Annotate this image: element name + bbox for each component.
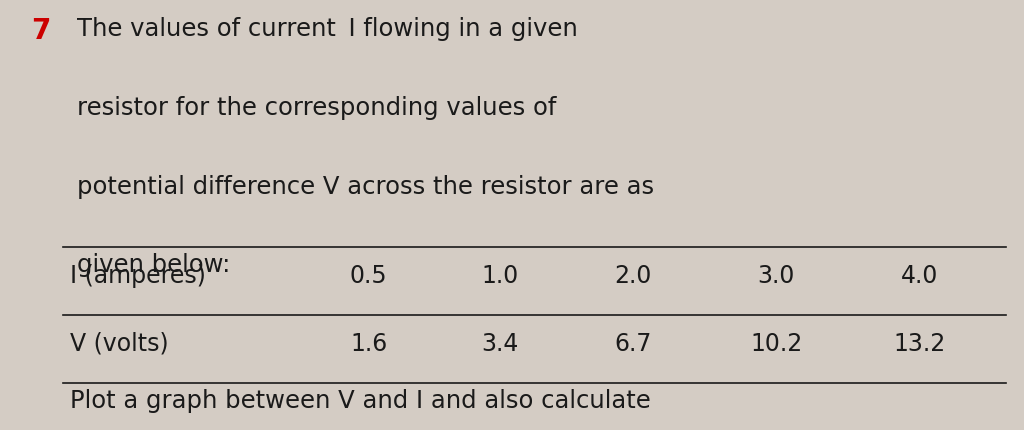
- Text: 1.6: 1.6: [350, 332, 387, 356]
- Text: 7: 7: [31, 17, 50, 45]
- Text: Plot a graph between V and I and also calculate: Plot a graph between V and I and also ca…: [70, 389, 650, 413]
- Text: resistor for the corresponding values of: resistor for the corresponding values of: [77, 96, 556, 120]
- Text: 3.4: 3.4: [481, 332, 518, 356]
- Text: potential difference V across the resistor are as: potential difference V across the resist…: [77, 175, 654, 199]
- Text: I (amperes): I (amperes): [70, 264, 206, 288]
- Text: 4.0: 4.0: [901, 264, 938, 288]
- Text: 1.0: 1.0: [481, 264, 518, 288]
- Text: The values of current  I flowing in a given: The values of current I flowing in a giv…: [77, 17, 578, 41]
- Text: 6.7: 6.7: [614, 332, 651, 356]
- Text: 13.2: 13.2: [893, 332, 946, 356]
- Text: V (volts): V (volts): [70, 332, 168, 356]
- Text: 0.5: 0.5: [350, 264, 387, 288]
- Text: 3.0: 3.0: [758, 264, 795, 288]
- Text: 2.0: 2.0: [614, 264, 651, 288]
- Text: given below:: given below:: [77, 253, 230, 277]
- Text: 10.2: 10.2: [750, 332, 803, 356]
